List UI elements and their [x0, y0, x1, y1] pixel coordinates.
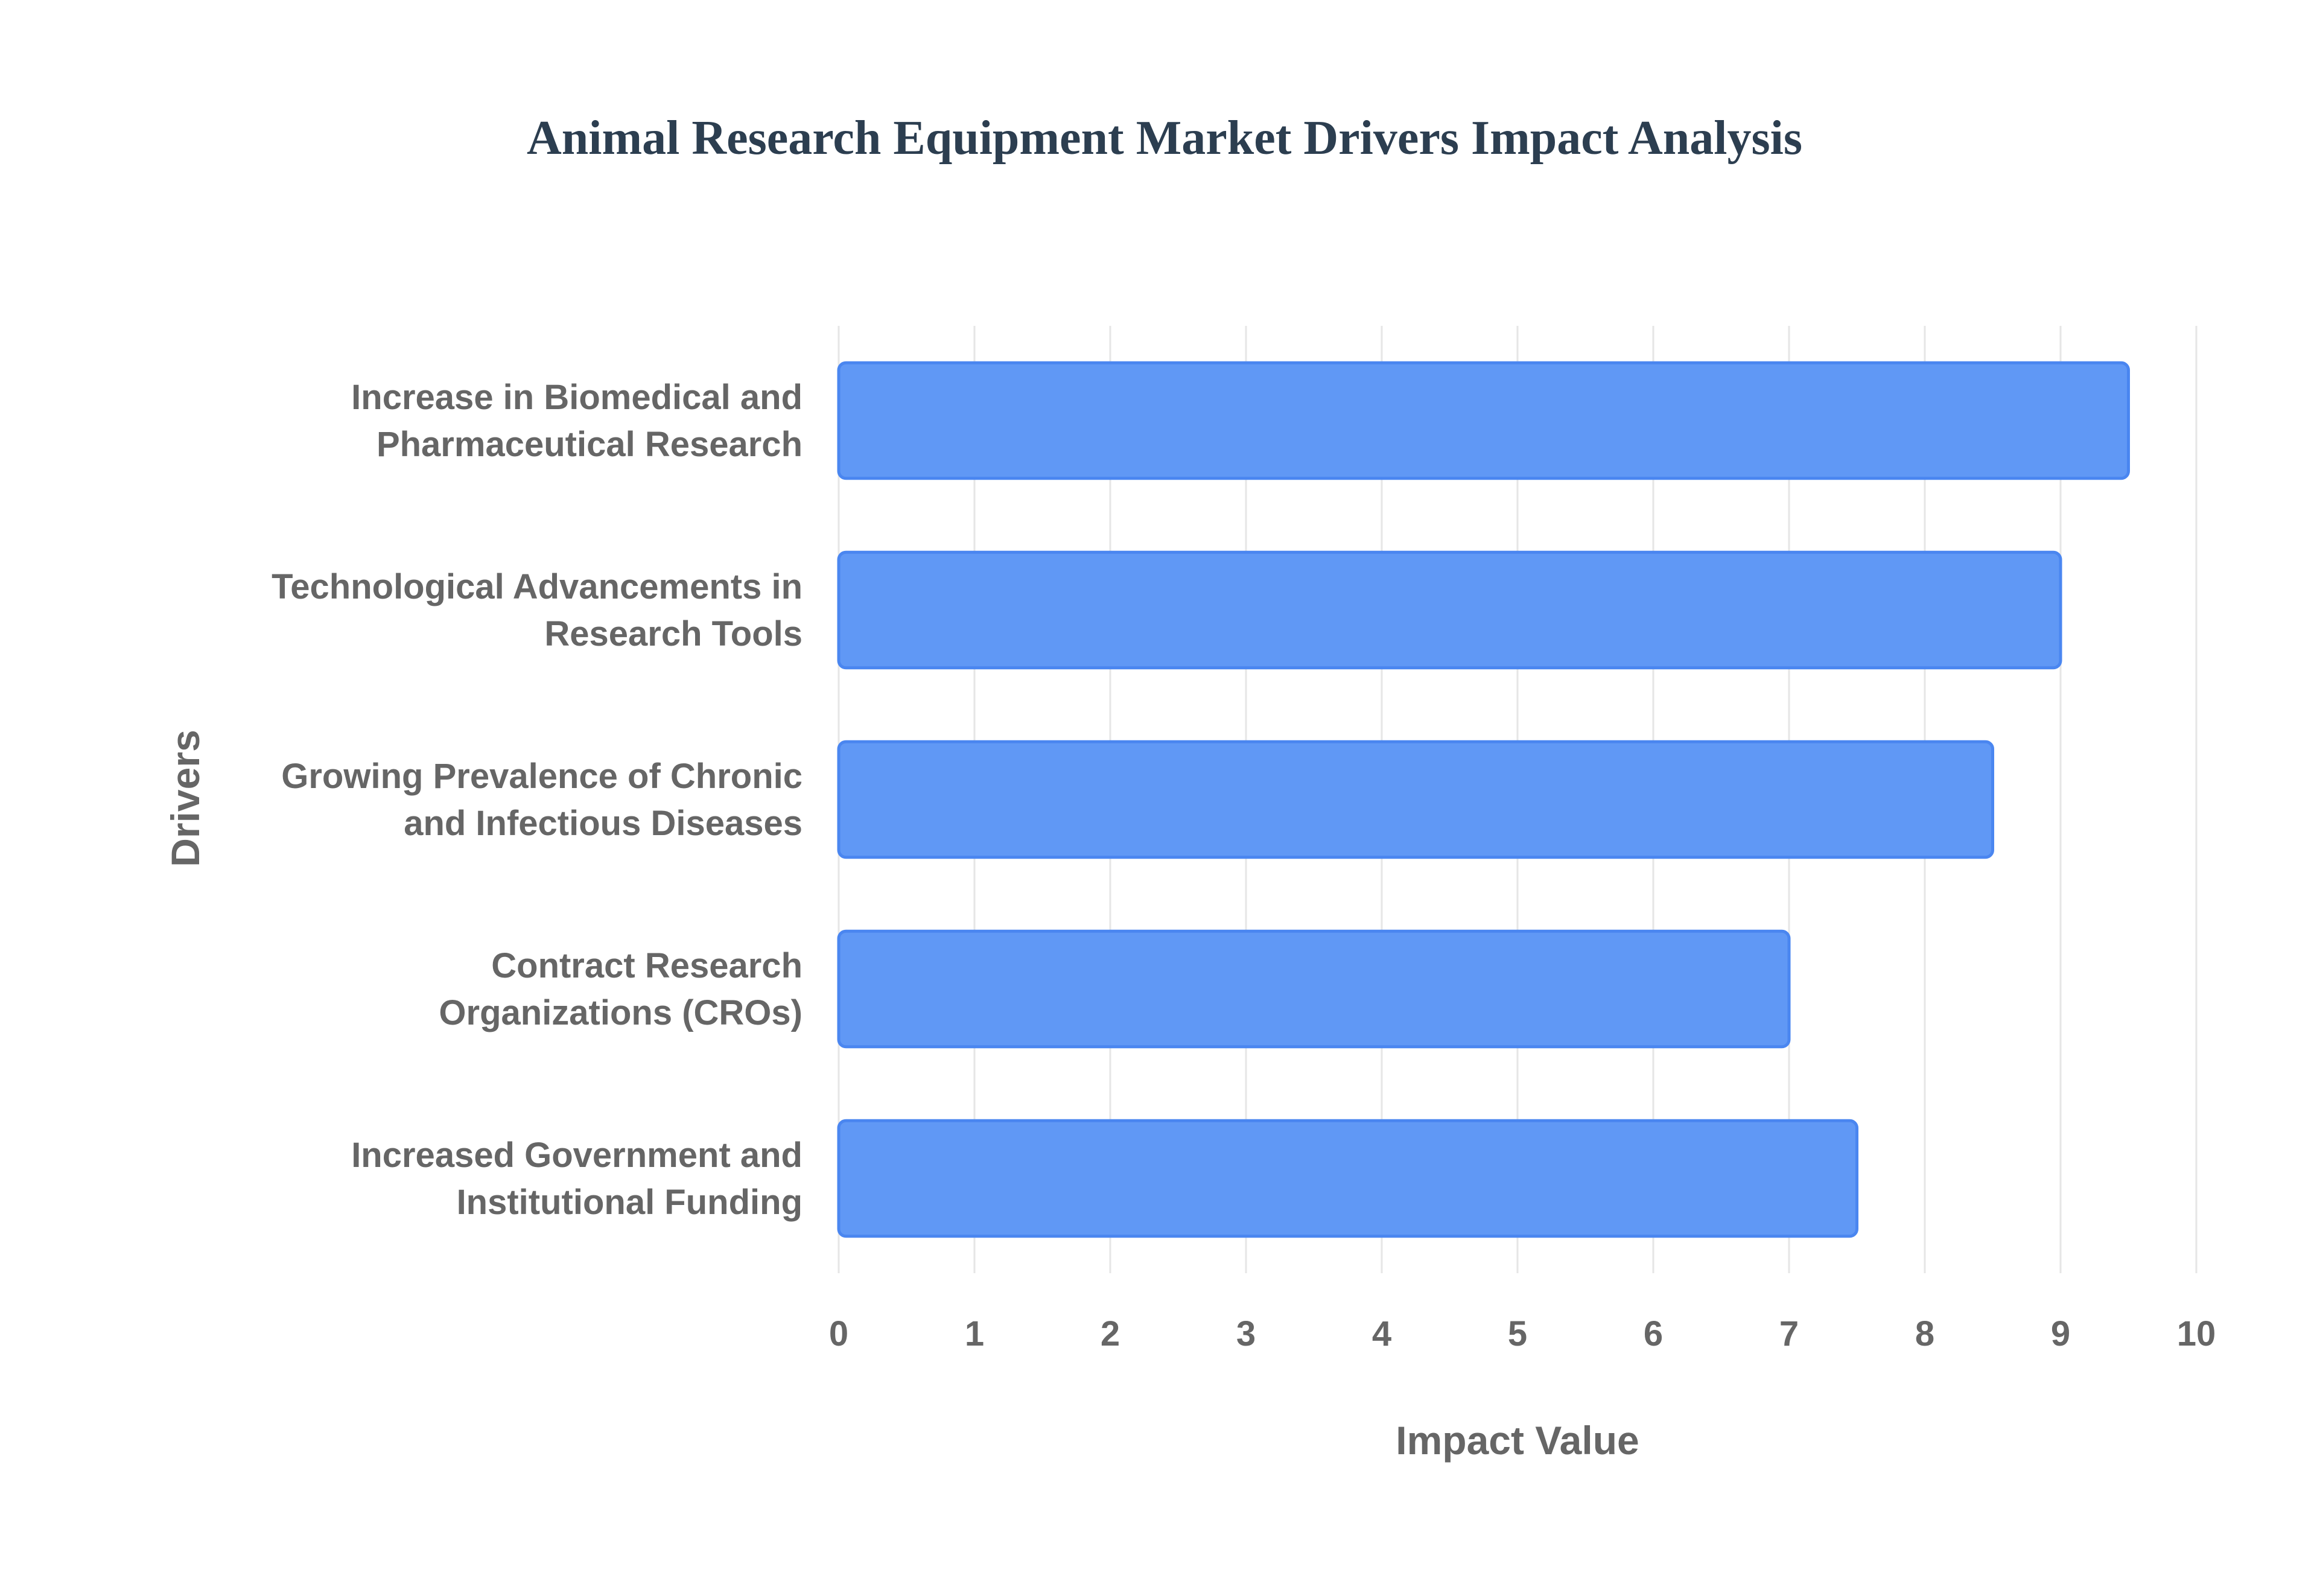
x-tick-label-3: 3 — [1236, 1314, 1256, 1353]
chart-title: Animal Research Equipment Market Drivers… — [527, 112, 1802, 165]
category-labels: Increase in Biomedical and Pharmaceutical… — [272, 378, 803, 1222]
category-label-3-line-2: and Infectious Diseases — [404, 804, 803, 843]
category-label-2-line-1: Technological Advancements in — [272, 567, 803, 606]
x-tick-label-6: 6 — [1644, 1314, 1663, 1353]
x-tick-label-7: 7 — [1779, 1314, 1799, 1353]
x-tick-label-4: 4 — [1372, 1314, 1391, 1353]
x-axis-title: Impact Value — [1396, 1418, 1639, 1463]
bars — [837, 361, 2130, 1238]
category-label-5-line-2: Institutional Funding — [457, 1183, 803, 1222]
bar-2[interactable] — [837, 550, 2062, 670]
category-label-2-line-2: Research Tools — [544, 614, 803, 653]
x-tick-labels: 0 1 2 3 4 5 6 7 8 9 10 — [829, 1314, 2216, 1353]
x-tick-label-2: 2 — [1101, 1314, 1120, 1353]
bar-4[interactable] — [837, 929, 1791, 1049]
x-tick-label-8: 8 — [1915, 1314, 1934, 1353]
category-label-5-line-1: Increased Government and — [351, 1136, 803, 1175]
bar-5[interactable] — [837, 1119, 1858, 1238]
category-label-4-line-2: Organizations (CROs) — [439, 993, 803, 1032]
x-tick-label-9: 9 — [2051, 1314, 2070, 1353]
x-tick-label-5: 5 — [1508, 1314, 1527, 1353]
category-label-1-line-2: Pharmaceutical Research — [377, 425, 803, 464]
category-label-1-line-1: Increase in Biomedical and — [351, 378, 803, 417]
x-tick-label-0: 0 — [829, 1314, 848, 1353]
y-axis-title: Drivers — [163, 730, 208, 867]
x-tick-label-10: 10 — [2177, 1314, 2216, 1353]
x-tick-label-1: 1 — [965, 1314, 984, 1353]
bar-3[interactable] — [837, 740, 1994, 859]
category-label-3-line-1: Growing Prevalence of Chronic — [281, 757, 803, 796]
bar-1[interactable] — [837, 361, 2130, 480]
category-label-4-line-1: Contract Research — [491, 946, 803, 985]
